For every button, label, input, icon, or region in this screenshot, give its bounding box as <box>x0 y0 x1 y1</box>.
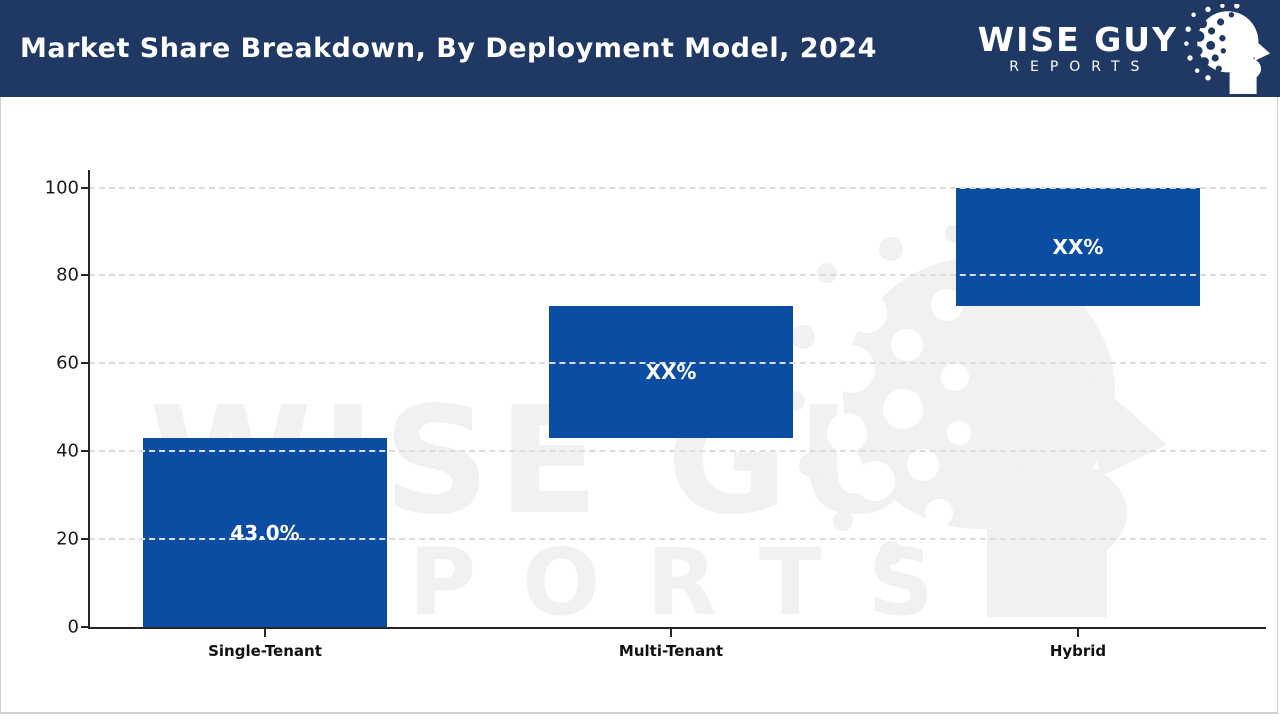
chart-area: WISE GUY REPORTS 43.0% XX% XX% 0 20 40 60 80 100… <box>0 97 1278 714</box>
y-axis-tick <box>81 186 89 189</box>
y-axis-tick <box>81 450 89 453</box>
y-axis-tick <box>81 274 89 277</box>
y-axis-tick <box>81 362 89 365</box>
bar-value-label: XX% <box>645 360 697 385</box>
brand-logo-line1: WISE GUY <box>977 20 1178 59</box>
category-label: Single-Tenant <box>208 642 322 660</box>
y-tick-label: 0 <box>67 616 79 638</box>
x-axis-tick <box>670 629 672 637</box>
category-label: Multi-Tenant <box>618 642 724 660</box>
grid-line <box>89 186 1266 189</box>
y-tick-label: 20 <box>56 528 79 550</box>
brand-logo-text: WISE GUY REPORTS <box>978 23 1178 75</box>
y-axis-tick <box>81 538 89 541</box>
bar-segment <box>143 438 387 627</box>
bar-segment <box>956 187 1200 307</box>
y-tick-label: 80 <box>56 264 79 286</box>
y-axis <box>88 170 90 627</box>
x-axis-tick <box>1077 629 1079 637</box>
grid-line <box>89 538 1266 541</box>
y-axis-tick <box>81 626 89 628</box>
bar-value-label: XX% <box>1052 234 1104 259</box>
brand-logo: WISE GUY REPORTS <box>978 4 1272 94</box>
x-axis <box>88 627 1266 629</box>
header: Market Share Breakdown, By Deployment Mo… <box>0 0 1280 97</box>
chart-title: Market Share Breakdown, By Deployment Mo… <box>20 33 877 64</box>
y-tick-label: 40 <box>56 440 79 462</box>
grid-line <box>89 274 1266 277</box>
brand-logo-line2: REPORTS <box>1009 59 1151 75</box>
x-axis-tick <box>264 629 266 637</box>
grid-line <box>89 362 1266 365</box>
y-tick-label: 60 <box>56 352 79 374</box>
category-label: Hybrid <box>1049 642 1107 660</box>
grid-line <box>89 450 1266 453</box>
bar-segment <box>549 306 793 439</box>
y-tick-label: 100 <box>44 177 79 199</box>
bar-value-label: 43.0% <box>230 520 300 545</box>
logo-head-icon <box>1184 4 1271 94</box>
